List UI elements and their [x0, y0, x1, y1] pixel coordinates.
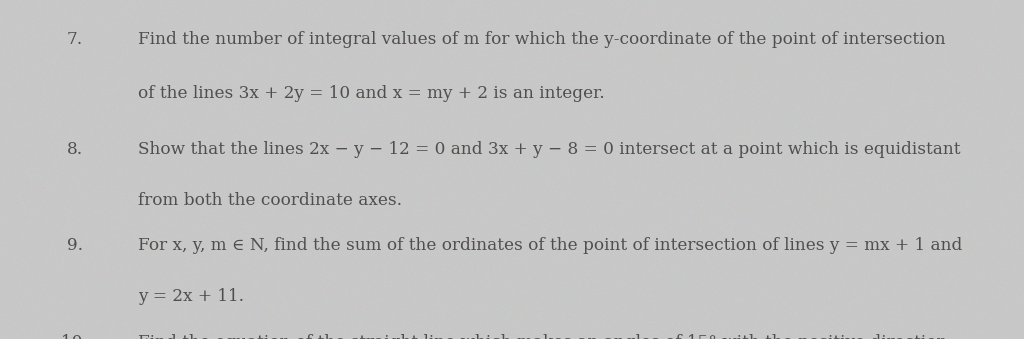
Text: 7.: 7. [67, 31, 83, 47]
Text: 8.: 8. [67, 141, 83, 158]
Text: 9.: 9. [67, 237, 83, 254]
Text: 10.: 10. [61, 334, 88, 339]
Text: of the lines 3x + 2y = 10 and x = my + 2 is an integer.: of the lines 3x + 2y = 10 and x = my + 2… [138, 85, 605, 102]
Text: y = 2x + 11.: y = 2x + 11. [138, 288, 245, 305]
Text: Find the equation of the straight line which makes an angles of 15° with the pos: Find the equation of the straight line w… [138, 334, 947, 339]
Text: Find the number of integral values of m for which the y-coordinate of the point : Find the number of integral values of m … [138, 31, 946, 47]
Text: from both the coordinate axes.: from both the coordinate axes. [138, 192, 402, 208]
Text: Show that the lines 2x − y − 12 = 0 and 3x + y − 8 = 0 intersect at a point whic: Show that the lines 2x − y − 12 = 0 and … [138, 141, 961, 158]
Text: For x, y, m ∈ N, find the sum of the ordinates of the point of intersection of l: For x, y, m ∈ N, find the sum of the ord… [138, 237, 963, 254]
